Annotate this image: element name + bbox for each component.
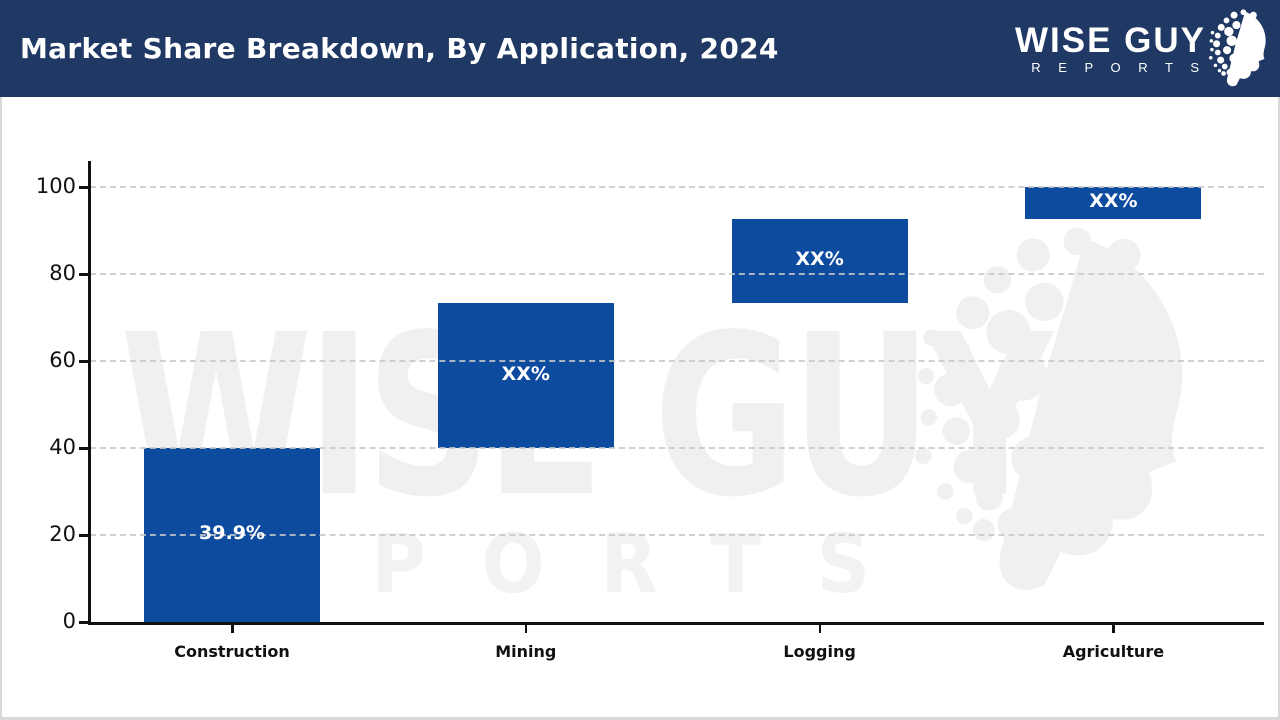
x-category-label: Logging: [783, 642, 856, 661]
y-tick-label: 100: [35, 174, 76, 198]
gridline-20: [90, 534, 1264, 536]
y-tick-mark: [79, 447, 88, 450]
logo-text: WISE GUY R E P O R T S: [1014, 20, 1206, 76]
page-title: Market Share Breakdown, By Application, …: [20, 32, 779, 65]
gridline-40: [90, 447, 1264, 449]
logo-head-icon: [1202, 8, 1272, 90]
x-category-label: Agriculture: [1062, 642, 1165, 661]
y-tick-mark: [79, 621, 88, 624]
bar-logging: [731, 218, 908, 304]
bar-value-label: XX%: [795, 247, 844, 270]
bar-value-label: XX%: [501, 362, 550, 385]
x-tick-mark: [231, 625, 234, 633]
y-tick-label: 0: [62, 609, 76, 633]
y-tick-mark: [79, 534, 88, 537]
y-tick-label: 80: [49, 261, 76, 285]
y-axis-line: [88, 161, 91, 625]
y-tick-mark: [79, 186, 88, 189]
x-axis-line: [88, 622, 1264, 625]
logo-subtitle: R E P O R T S: [1031, 60, 1206, 76]
y-tick-label: 40: [49, 435, 76, 459]
x-category-label: Mining: [495, 642, 557, 661]
x-tick-mark: [818, 625, 822, 633]
bar-agriculture: [1025, 187, 1202, 219]
bar-value-label: XX%: [1089, 189, 1138, 212]
y-tick-mark: [79, 273, 88, 276]
x-tick-mark: [1112, 625, 1115, 633]
x-tick-mark: [524, 625, 528, 633]
gridline-80: [90, 273, 1264, 275]
chart-area: WISE GUY REPORTS 0 20 40 60 80 100 39.9% Constr…: [0, 97, 1280, 720]
y-tick-label: 20: [49, 522, 76, 546]
bar-mining: [437, 303, 614, 449]
y-tick-label: 60: [49, 348, 76, 372]
gridline-60: [90, 360, 1264, 362]
wiseguy-logo: WISE GUY R E P O R T S: [1015, 6, 1272, 92]
logo-wordmark: WISE GUY: [1014, 20, 1206, 60]
watermark-head-icon: [882, 222, 1212, 607]
gridline-100: [90, 186, 1264, 188]
bar-value-label: 39.9%: [199, 522, 265, 545]
y-tick-mark: [79, 360, 88, 363]
header: Market Share Breakdown, By Application, …: [0, 0, 1280, 97]
x-category-label: Construction: [174, 642, 290, 661]
